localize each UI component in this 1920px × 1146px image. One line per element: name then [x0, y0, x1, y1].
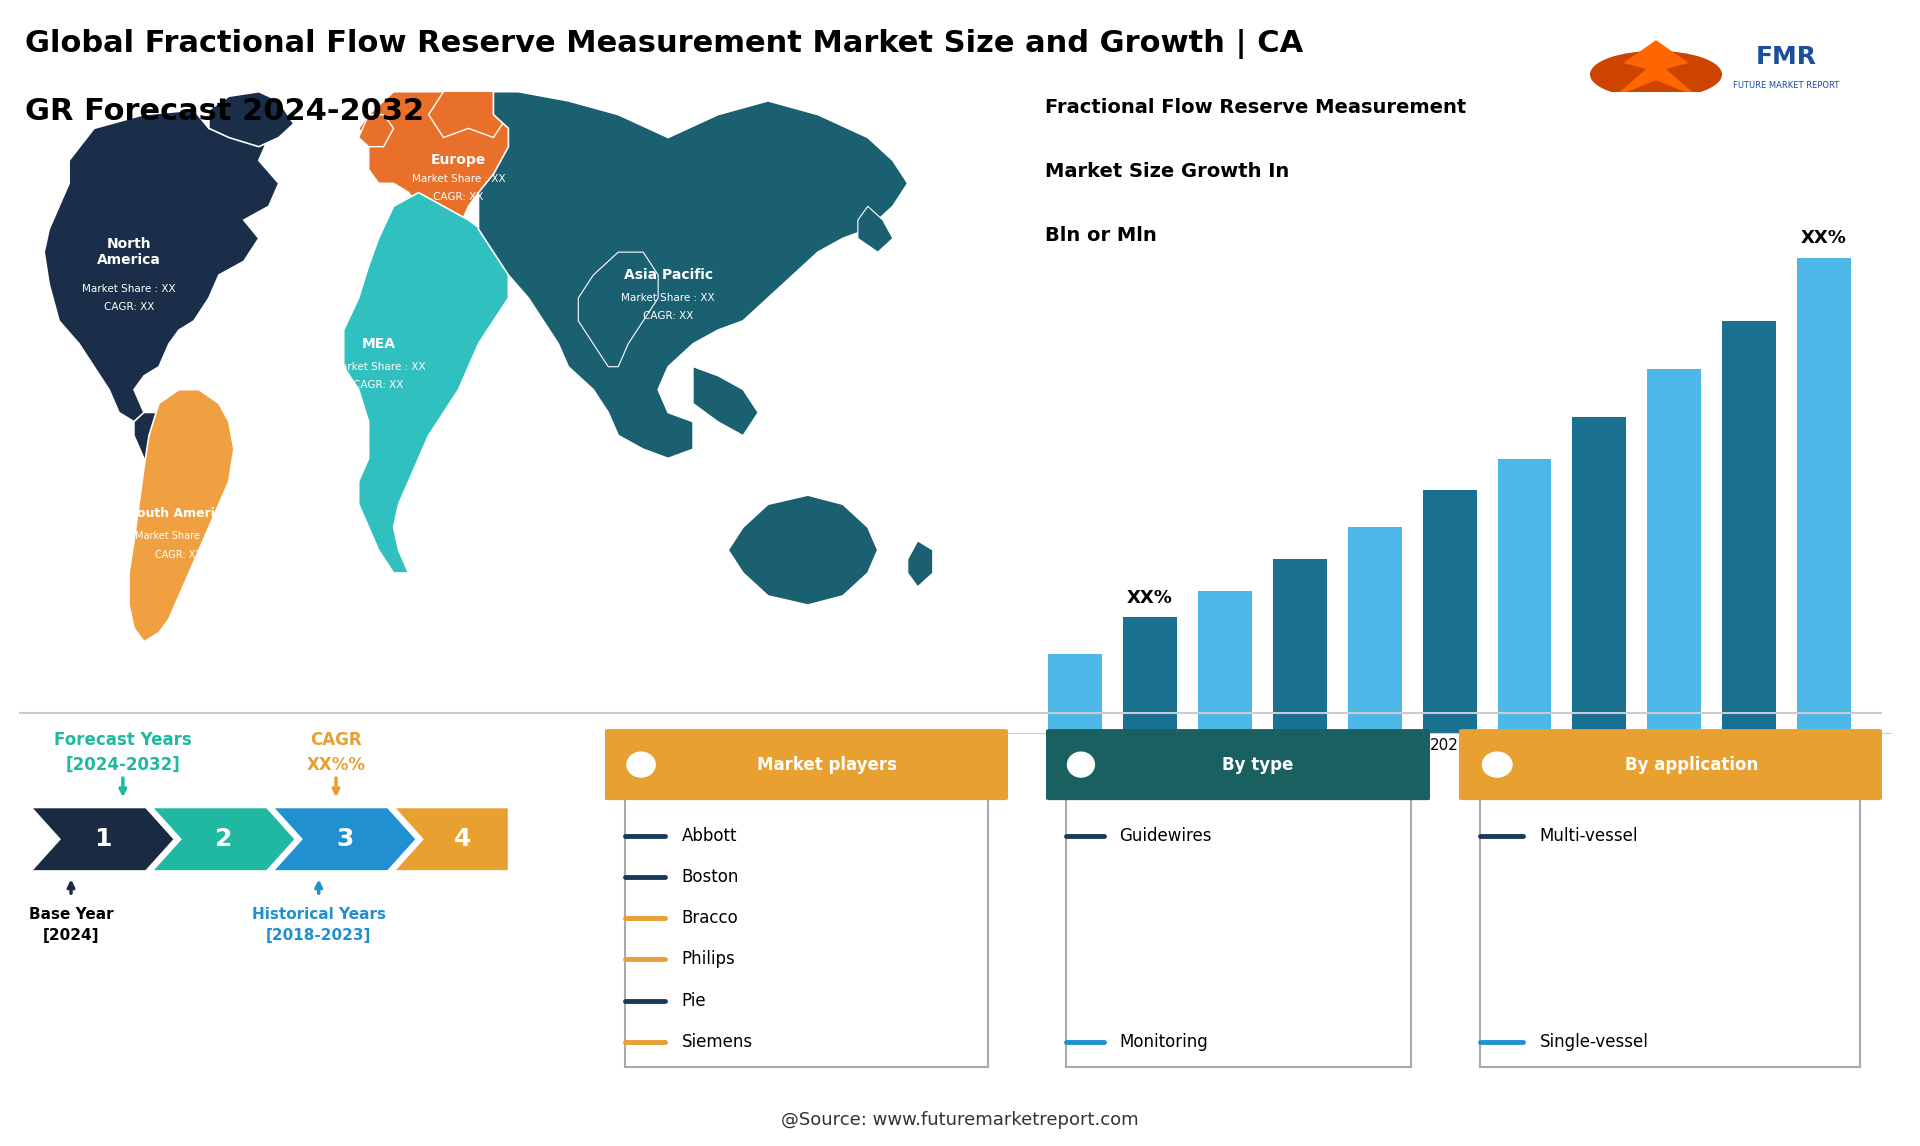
Text: CAGR: XX: CAGR: XX: [104, 303, 154, 312]
Text: Market Size Growth In: Market Size Growth In: [1044, 163, 1290, 181]
Bar: [1348, 527, 1402, 733]
Text: CAGR: CAGR: [311, 731, 361, 748]
FancyBboxPatch shape: [1043, 729, 1434, 800]
Circle shape: [628, 752, 655, 777]
Text: XX%%: XX%%: [307, 755, 365, 774]
Text: CAGR: XX: CAGR: XX: [643, 312, 693, 321]
Bar: [1123, 618, 1177, 733]
Polygon shape: [359, 115, 394, 147]
Text: Multi-vessel: Multi-vessel: [1540, 826, 1638, 845]
Polygon shape: [908, 541, 933, 587]
Bar: [1498, 458, 1551, 733]
Text: [2024]: [2024]: [42, 928, 100, 943]
Bar: [1572, 416, 1626, 733]
Text: FMR: FMR: [1757, 46, 1816, 69]
Text: Bln or Mln: Bln or Mln: [1044, 227, 1158, 245]
Text: XX%: XX%: [1127, 589, 1173, 606]
Text: Market Share : XX: Market Share : XX: [83, 284, 177, 293]
Text: [2024-2032]: [2024-2032]: [65, 755, 180, 774]
Text: Siemens: Siemens: [682, 1033, 753, 1051]
Text: Bracco: Bracco: [682, 909, 737, 927]
Text: Historical Years: Historical Years: [252, 906, 386, 921]
Bar: [1198, 591, 1252, 733]
Polygon shape: [152, 807, 296, 871]
Text: CAGR: XX: CAGR: XX: [353, 380, 403, 390]
Polygon shape: [693, 367, 758, 435]
Text: 1: 1: [94, 827, 111, 851]
Polygon shape: [578, 252, 659, 367]
Bar: [1647, 369, 1701, 733]
Text: Single-vessel: Single-vessel: [1540, 1033, 1649, 1051]
Polygon shape: [858, 206, 893, 252]
Bar: [1273, 559, 1327, 733]
Text: Philips: Philips: [682, 950, 735, 968]
Polygon shape: [728, 495, 877, 605]
Polygon shape: [209, 92, 294, 147]
Text: Market Share : XX: Market Share : XX: [622, 293, 714, 303]
Bar: [1423, 490, 1476, 733]
Text: 4: 4: [453, 827, 472, 851]
Text: Europe: Europe: [430, 154, 486, 167]
Text: Abbott: Abbott: [682, 826, 737, 845]
Text: XX%: XX%: [1801, 229, 1847, 248]
Polygon shape: [134, 413, 179, 468]
Text: Monitoring: Monitoring: [1119, 1033, 1208, 1051]
Text: Forecast Years: Forecast Years: [54, 731, 192, 748]
Text: Boston: Boston: [682, 868, 739, 886]
Bar: [1722, 321, 1776, 733]
Text: 3: 3: [336, 827, 353, 851]
Text: Market players: Market players: [756, 755, 897, 774]
Text: South America: South America: [127, 507, 230, 520]
Text: North
America: North America: [98, 237, 161, 267]
Text: By type: By type: [1221, 755, 1294, 774]
Polygon shape: [344, 193, 509, 573]
Text: Fractional Flow Reserve Measurement: Fractional Flow Reserve Measurement: [1044, 99, 1467, 117]
Text: [2018-2023]: [2018-2023]: [267, 928, 371, 943]
Text: CAGR: XX: CAGR: XX: [434, 193, 484, 202]
Text: 2: 2: [215, 827, 232, 851]
Text: By application: By application: [1624, 755, 1759, 774]
Polygon shape: [44, 110, 278, 422]
Polygon shape: [428, 83, 509, 138]
Bar: [1048, 654, 1102, 733]
Text: Base Year: Base Year: [29, 906, 113, 921]
Text: Market Share : XX: Market Share : XX: [411, 174, 505, 183]
Polygon shape: [1613, 40, 1699, 97]
Polygon shape: [478, 92, 908, 458]
Bar: [1797, 258, 1851, 733]
Polygon shape: [31, 807, 175, 871]
Polygon shape: [359, 92, 543, 238]
Text: CAGR: XX: CAGR: XX: [156, 550, 202, 559]
Circle shape: [1068, 752, 1094, 777]
Polygon shape: [394, 807, 509, 871]
Circle shape: [1590, 52, 1720, 97]
Text: FUTURE MARKET REPORT: FUTURE MARKET REPORT: [1734, 81, 1839, 91]
Polygon shape: [273, 807, 417, 871]
Circle shape: [1482, 752, 1513, 777]
Text: Pie: Pie: [682, 991, 707, 1010]
Text: Guidewires: Guidewires: [1119, 826, 1212, 845]
Text: Global Fractional Flow Reserve Measurement Market Size and Growth | CA: Global Fractional Flow Reserve Measureme…: [25, 29, 1304, 58]
Text: Market Share : XX: Market Share : XX: [134, 532, 223, 541]
Text: Asia Pacific: Asia Pacific: [624, 268, 712, 282]
Text: MEA: MEA: [361, 337, 396, 351]
FancyBboxPatch shape: [601, 729, 1012, 800]
Text: @Source: www.futuremarketreport.com: @Source: www.futuremarketreport.com: [781, 1110, 1139, 1129]
Text: Market Share : XX: Market Share : XX: [332, 362, 426, 371]
Text: GR Forecast 2024-2032: GR Forecast 2024-2032: [25, 97, 424, 126]
Polygon shape: [129, 390, 234, 642]
FancyBboxPatch shape: [1455, 729, 1885, 800]
